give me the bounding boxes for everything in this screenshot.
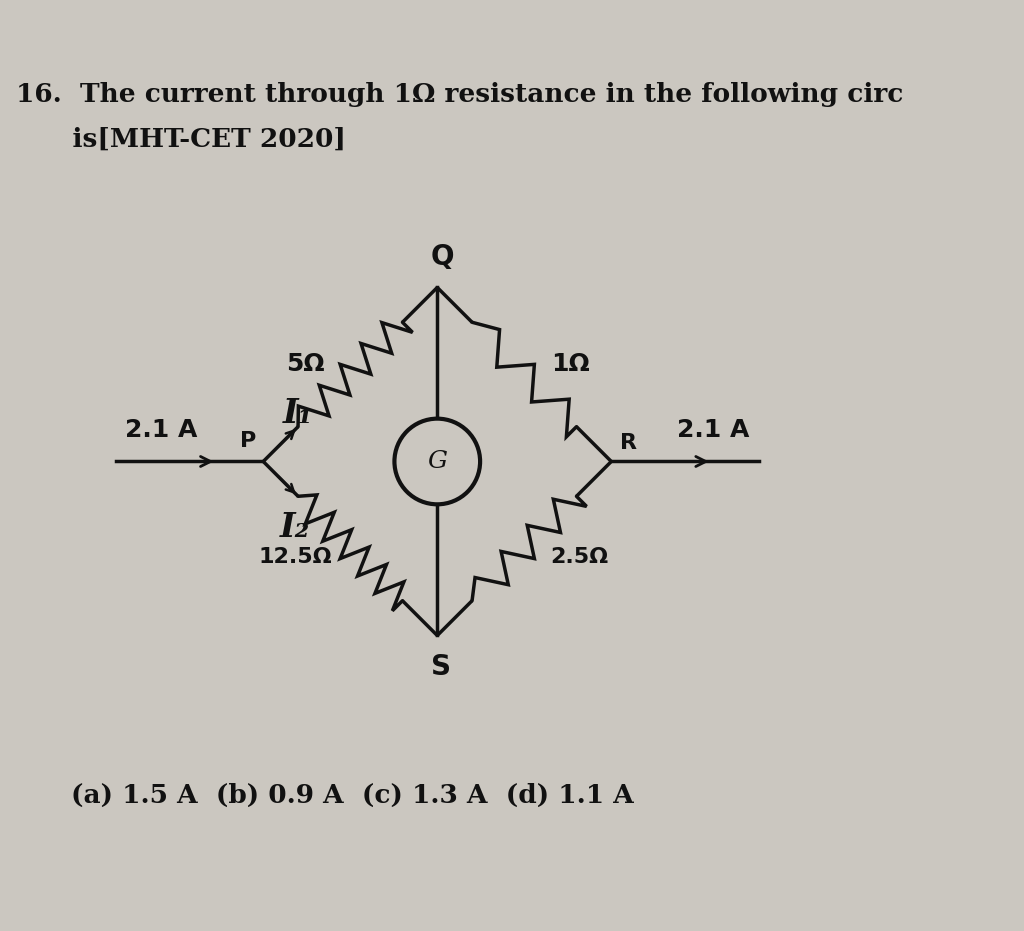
Text: R: R <box>621 433 637 452</box>
Text: 1Ω: 1Ω <box>551 352 590 376</box>
Circle shape <box>394 419 480 505</box>
Text: 16.  The current through 1Ω resistance in the following circ: 16. The current through 1Ω resistance in… <box>16 82 903 107</box>
Text: I₂: I₂ <box>280 510 309 544</box>
Text: 2.1 A: 2.1 A <box>125 418 198 442</box>
Text: I₁: I₁ <box>283 398 313 430</box>
Text: 5Ω: 5Ω <box>287 352 325 376</box>
Text: S: S <box>431 654 451 681</box>
Text: is[MHT-CET 2020]: is[MHT-CET 2020] <box>36 127 345 152</box>
Text: 2.5Ω: 2.5Ω <box>551 547 608 567</box>
Text: 2.1 A: 2.1 A <box>677 418 750 442</box>
Text: P: P <box>240 431 256 451</box>
Text: (a) 1.5 A  (b) 0.9 A  (c) 1.3 A  (d) 1.1 A: (a) 1.5 A (b) 0.9 A (c) 1.3 A (d) 1.1 A <box>72 783 634 808</box>
Text: G: G <box>427 450 447 473</box>
Text: Q: Q <box>431 243 455 272</box>
Text: 12.5Ω: 12.5Ω <box>258 547 332 567</box>
